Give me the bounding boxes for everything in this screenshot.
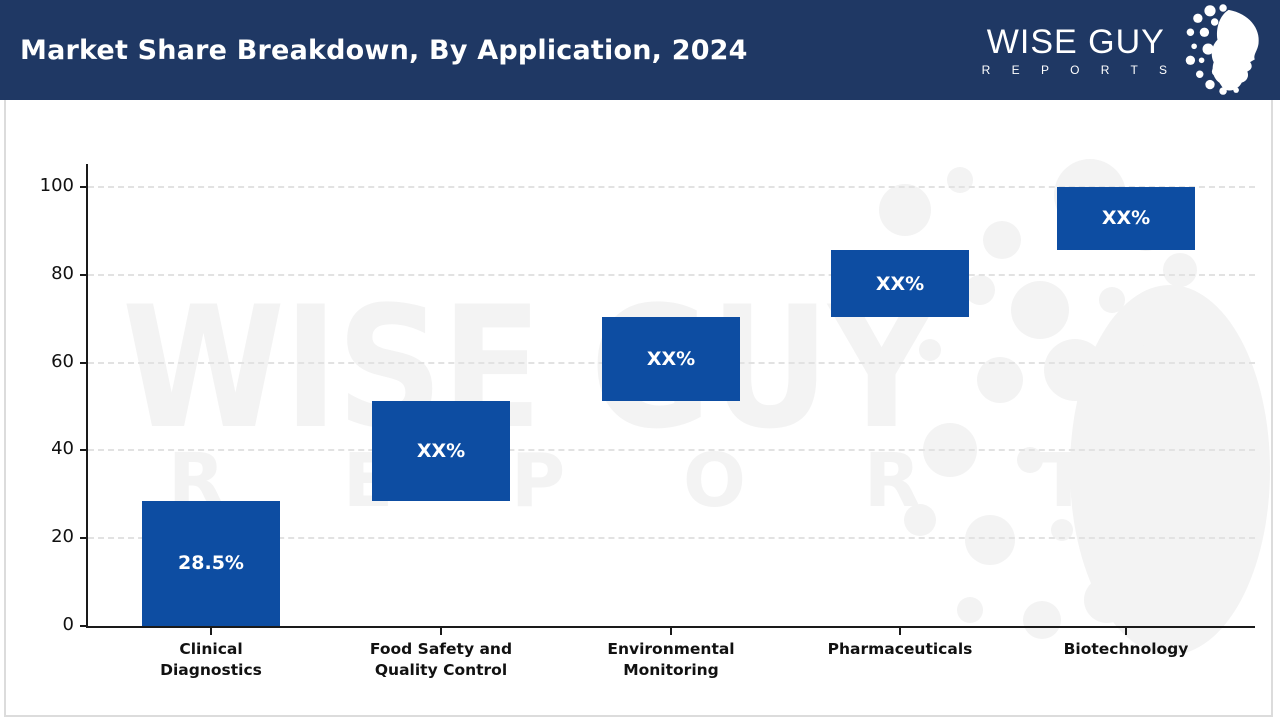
grid-line bbox=[88, 273, 1255, 276]
y-tick-label: 60 bbox=[51, 350, 74, 372]
y-axis-line bbox=[86, 164, 88, 628]
bar-value-label: XX% bbox=[875, 272, 925, 295]
x-category-label-line: Quality Control bbox=[374, 661, 508, 679]
x-category-label: Clinical Diagnostics bbox=[96, 639, 326, 681]
x-tick-mark bbox=[1125, 628, 1127, 635]
x-category-label-line: Environmental bbox=[607, 640, 735, 658]
bar-value-label: XX% bbox=[1101, 207, 1151, 230]
bar-value-label: 28.5% bbox=[178, 552, 244, 575]
bar-1: 28.5% bbox=[142, 500, 280, 626]
bar-value-label: XX% bbox=[646, 348, 696, 371]
page-border-frame bbox=[4, 100, 1273, 717]
y-tick-label: 80 bbox=[51, 262, 74, 284]
bar-value-label: XX% bbox=[416, 440, 466, 463]
bar-5: XX% bbox=[1057, 187, 1195, 250]
x-tick-mark bbox=[670, 628, 672, 635]
y-tick-label: 0 bbox=[62, 614, 74, 635]
x-category-label-line: Monitoring bbox=[623, 661, 719, 679]
brand-head-icon bbox=[1185, 4, 1259, 95]
y-tick-mark bbox=[80, 537, 88, 540]
grid-line bbox=[88, 449, 1255, 452]
x-axis-line bbox=[86, 626, 1255, 628]
x-category-label-line: Diagnostics bbox=[160, 661, 262, 679]
brand-logo: WISE GUY R E P O R T S bbox=[976, 4, 1266, 96]
y-tick-mark bbox=[80, 449, 88, 452]
x-tick-mark bbox=[440, 628, 442, 635]
bar-3: XX% bbox=[602, 317, 740, 402]
y-tick-mark bbox=[80, 186, 88, 188]
y-tick-label: 100 bbox=[39, 175, 74, 196]
brand-subtitle: R E P O R T S bbox=[981, 62, 1176, 77]
y-tick-label: 40 bbox=[51, 438, 74, 460]
x-tick-mark bbox=[210, 628, 212, 635]
x-category-label-line: Biotechnology bbox=[1063, 640, 1189, 658]
x-category-label-line: Food Safety and bbox=[369, 640, 513, 658]
y-tick-label: 20 bbox=[51, 526, 74, 548]
x-category-label: Biotechnology bbox=[1011, 639, 1241, 660]
x-category-label-line: Clinical bbox=[179, 640, 243, 658]
bar-4: XX% bbox=[831, 250, 969, 318]
watermark-text: WISE GUY bbox=[122, 270, 935, 466]
y-tick-mark bbox=[80, 625, 88, 627]
x-category-label: Food Safety and Quality Control bbox=[326, 639, 556, 681]
chart-title: Market Share Breakdown, By Application, … bbox=[20, 34, 748, 66]
grid-line bbox=[88, 186, 1255, 188]
header-bar: Market Share Breakdown, By Application, … bbox=[0, 0, 1280, 100]
x-category-label: Environmental Monitoring bbox=[556, 639, 786, 681]
y-tick-mark bbox=[80, 361, 88, 364]
y-tick-mark bbox=[80, 273, 88, 276]
grid-line bbox=[88, 537, 1255, 540]
brand-name: WISE GUY bbox=[986, 22, 1165, 61]
bar-2: XX% bbox=[372, 401, 510, 501]
x-tick-mark bbox=[899, 628, 901, 635]
brand-logo-text: WISE GUY R E P O R T S bbox=[976, 25, 1176, 76]
x-category-label: Pharmaceuticals bbox=[785, 639, 1015, 660]
x-category-label-line: Pharmaceuticals bbox=[827, 640, 973, 658]
